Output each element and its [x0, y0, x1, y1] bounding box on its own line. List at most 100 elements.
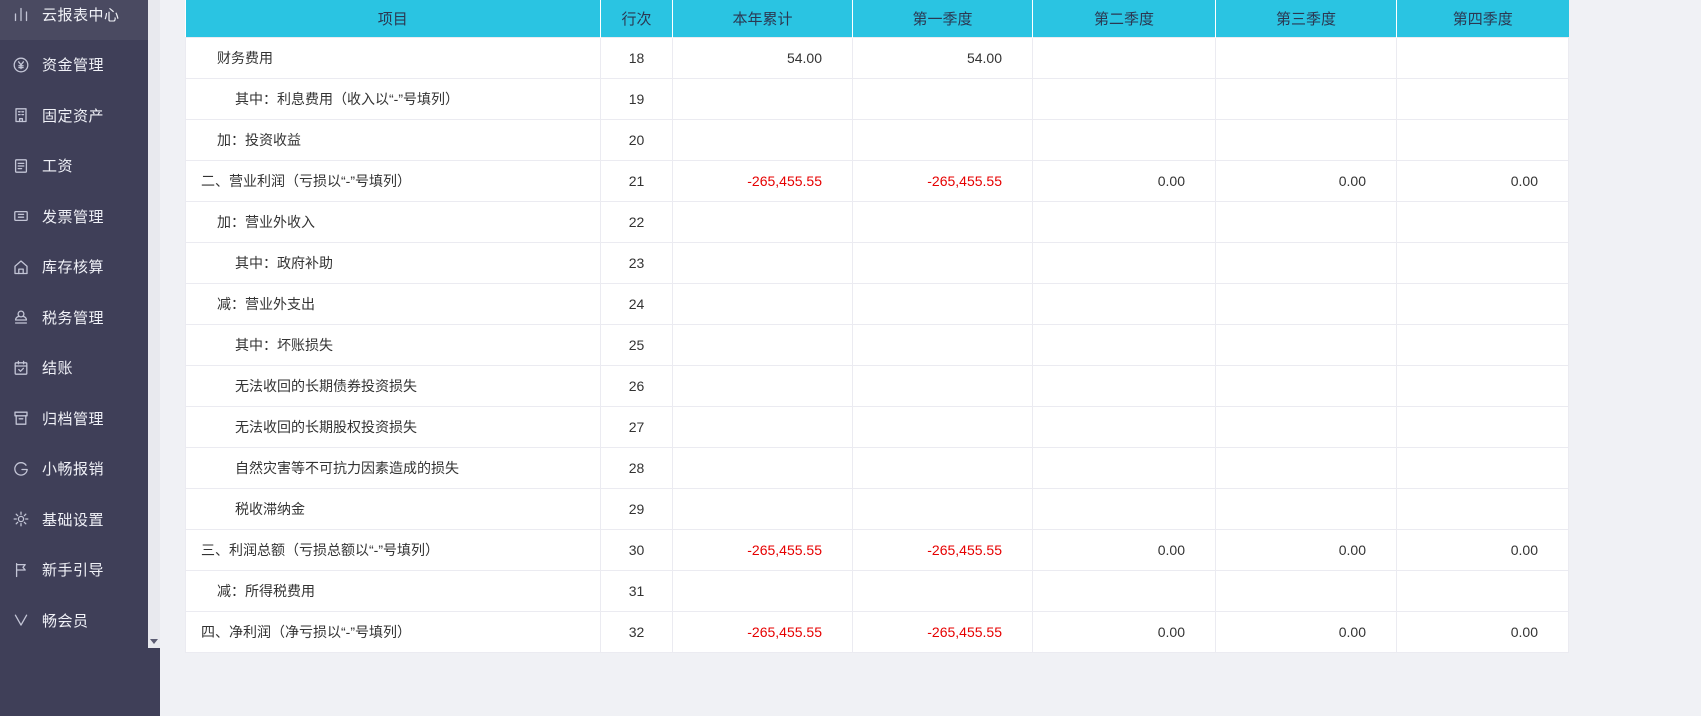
sidebar-item-label: 新手引导	[42, 562, 105, 580]
value-cell: -265,455.55	[672, 528, 853, 571]
line-number-cell: 18	[600, 36, 673, 79]
table-row: 二、营业利润（亏损以“-”号填列） 21 -265,455.55 -265,455.5…	[185, 159, 1569, 202]
value-cell: 0.00	[1396, 528, 1569, 571]
v-icon	[11, 610, 31, 630]
value-cell	[1215, 118, 1397, 161]
sidebar-item-cloud-report-center[interactable]: 云报表中心	[0, 0, 160, 40]
table-row: 加：营业外收入 22	[185, 200, 1569, 243]
sidebar-item-basic-settings[interactable]: 基础设置	[0, 494, 160, 545]
table-row: 加：投资收益 20	[185, 118, 1569, 161]
sidebar-item-label: 库存核算	[42, 259, 105, 277]
value-cell	[1396, 200, 1569, 243]
item-cell: 税收滞纳金	[185, 487, 601, 530]
sidebar-item-fixed-assets[interactable]: 固定资产	[0, 90, 160, 141]
sidebar-item-label: 发票管理	[42, 208, 105, 226]
sidebar-item-closing[interactable]: 结账	[0, 343, 160, 394]
value-cell	[672, 241, 853, 284]
item-cell: 无法收回的长期股权投资损失	[185, 405, 601, 448]
sidebar-item-tax-management[interactable]: 税务管理	[0, 292, 160, 343]
value-cell	[1396, 364, 1569, 407]
column-header: 第三季度	[1215, 0, 1397, 37]
line-number-cell: 24	[600, 282, 673, 325]
sidebar-item-chang-member[interactable]: 畅会员	[0, 595, 160, 646]
value-cell	[852, 446, 1033, 489]
item-cell: 加：投资收益	[185, 118, 601, 161]
value-cell	[672, 282, 853, 325]
value-cell	[1032, 487, 1216, 530]
item-cell: 二、营业利润（亏损以“-”号填列）	[185, 159, 601, 202]
value-cell	[1396, 36, 1569, 79]
table-row: 其中：政府补助 23	[185, 241, 1569, 284]
item-cell: 其中：政府补助	[185, 241, 601, 284]
stamp-icon	[11, 307, 31, 327]
value-cell	[852, 487, 1033, 530]
value-cell	[852, 200, 1033, 243]
column-header: 第四季度	[1396, 0, 1569, 37]
sidebar-item-label: 固定资产	[42, 107, 105, 125]
column-header: 项目	[185, 0, 601, 37]
table-header-row: 项目 行次 本年累计 第一季度 第二季度 第三季度 第四季度	[185, 0, 1569, 37]
sidebar-scrollbar[interactable]	[148, 0, 160, 648]
sidebar-item-label: 工资	[42, 158, 74, 176]
ticket-icon	[11, 206, 31, 226]
value-cell: 0.00	[1032, 159, 1216, 202]
value-cell: 0.00	[1215, 610, 1397, 653]
chevron-down-icon	[150, 638, 158, 644]
scroll-down-button[interactable]	[148, 633, 160, 648]
value-cell	[1396, 118, 1569, 161]
value-cell	[1215, 200, 1397, 243]
table-row: 四、净利润（净亏损以“-”号填列） 32 -265,455.55 -265,455.5…	[185, 610, 1569, 653]
value-cell: 54.00	[852, 36, 1033, 79]
value-cell	[1396, 446, 1569, 489]
line-number-cell: 26	[600, 364, 673, 407]
value-cell: 0.00	[1396, 159, 1569, 202]
value-cell: -265,455.55	[672, 610, 853, 653]
value-cell	[1396, 241, 1569, 284]
value-cell: -265,455.55	[672, 159, 853, 202]
sidebar-item-beginner-guide[interactable]: 新手引导	[0, 545, 160, 596]
value-cell	[672, 446, 853, 489]
value-cell	[672, 405, 853, 448]
value-cell	[1032, 323, 1216, 366]
value-cell	[852, 405, 1033, 448]
sidebar-item-salary[interactable]: 工资	[0, 141, 160, 192]
value-cell	[852, 118, 1033, 161]
value-cell	[1032, 200, 1216, 243]
sidebar-item-xiaochang-reimburse[interactable]: 小畅报销	[0, 444, 160, 495]
value-cell	[1215, 77, 1397, 120]
value-cell	[1215, 323, 1397, 366]
sidebar-menu: 云报表中心 资金管理固定资产工资发票管理库存核算税务管理 结账 归档管理 小畅报销基础设…	[0, 0, 160, 646]
value-cell: -265,455.55	[852, 528, 1033, 571]
value-cell	[1215, 282, 1397, 325]
table-row: 财务费用 18 54.00 54.00	[185, 36, 1569, 79]
table-row: 其中：利息费用（收入以“-”号填列） 19	[185, 77, 1569, 120]
building-icon	[11, 105, 31, 125]
value-cell	[672, 487, 853, 530]
value-cell	[1032, 241, 1216, 284]
value-cell	[1032, 118, 1216, 161]
warehouse-icon	[11, 257, 31, 277]
table-row: 无法收回的长期股权投资损失 27	[185, 405, 1569, 448]
value-cell	[1396, 77, 1569, 120]
line-number-cell: 29	[600, 487, 673, 530]
value-cell	[1032, 446, 1216, 489]
line-number-cell: 32	[600, 610, 673, 653]
sidebar-item-funds-management[interactable]: 资金管理	[0, 40, 160, 91]
value-cell	[1396, 569, 1569, 612]
value-cell: -265,455.55	[852, 159, 1033, 202]
value-cell	[1032, 364, 1216, 407]
line-number-cell: 23	[600, 241, 673, 284]
table-row: 三、利润总额（亏损总额以“-”号填列） 30 -265,455.55 -265,455…	[185, 528, 1569, 571]
value-cell	[852, 364, 1033, 407]
value-cell	[1396, 323, 1569, 366]
table-row: 减：所得税费用 31	[185, 569, 1569, 612]
value-cell	[1032, 77, 1216, 120]
sidebar-item-archive-management[interactable]: 归档管理	[0, 393, 160, 444]
chart-icon	[11, 4, 31, 24]
value-cell	[1032, 569, 1216, 612]
sidebar-item-invoice-management[interactable]: 发票管理	[0, 191, 160, 242]
value-cell	[1396, 487, 1569, 530]
money-circle-icon	[11, 55, 31, 75]
sidebar-item-inventory-accounting[interactable]: 库存核算	[0, 242, 160, 293]
sidebar-item-label: 基础设置	[42, 511, 105, 529]
